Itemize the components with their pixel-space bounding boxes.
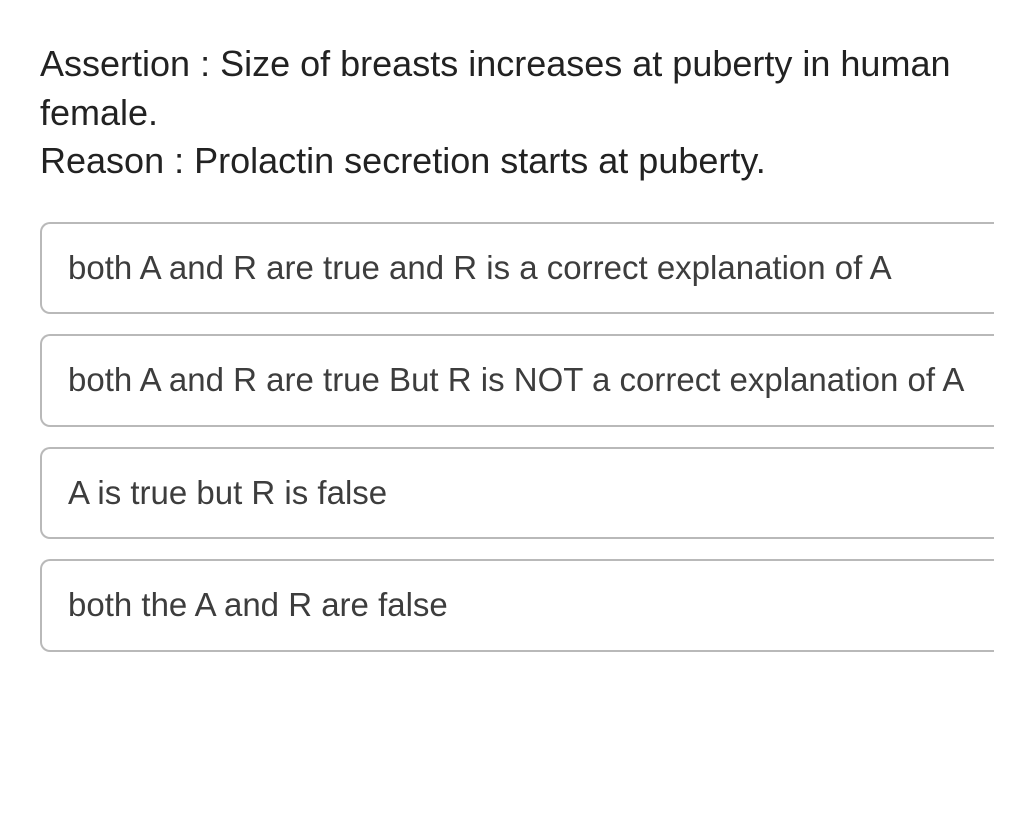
option-text: both the A and R are false [68,586,448,623]
option-text: both A and R are true and R is a correct… [68,249,892,286]
assertion-label: Assertion : [40,43,210,84]
option-2[interactable]: both A and R are true But R is NOT a cor… [40,334,994,427]
option-3[interactable]: A is true but R is false [40,447,994,540]
assertion-line: Assertion : Size of breasts increases at… [40,40,994,137]
reason-text: Prolactin secretion starts at puberty. [194,140,766,181]
reason-label: Reason : [40,140,184,181]
option-1[interactable]: both A and R are true and R is a correct… [40,222,994,315]
question-page: Assertion : Size of breasts increases at… [0,0,1024,682]
option-text: A is true but R is false [68,474,387,511]
option-text: both A and R are true But R is NOT a cor… [68,361,964,398]
question-block: Assertion : Size of breasts increases at… [40,40,994,186]
options-list: both A and R are true and R is a correct… [40,222,994,652]
option-4[interactable]: both the A and R are false [40,559,994,652]
reason-line: Reason : Prolactin secretion starts at p… [40,137,994,186]
